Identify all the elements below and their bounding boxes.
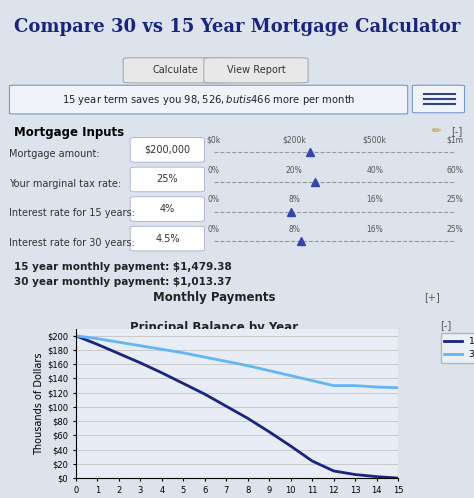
Text: Compare 30 vs 15 Year Mortgage Calculator: Compare 30 vs 15 Year Mortgage Calculato… (14, 18, 460, 36)
15 Year (159, 370, 164, 376)
FancyBboxPatch shape (123, 58, 228, 83)
Y-axis label: Thousands of Dollars: Thousands of Dollars (34, 352, 44, 455)
Text: 15 year monthly payment: $1,479.38: 15 year monthly payment: $1,479.38 (14, 262, 232, 272)
30 Year (223, 359, 229, 365)
FancyBboxPatch shape (130, 226, 204, 251)
Text: 4%: 4% (160, 204, 175, 214)
Text: Mortgage amount:: Mortgage amount: (9, 149, 100, 159)
30 Year (395, 385, 401, 391)
Text: Principal Balance by Year: Principal Balance by Year (130, 321, 298, 334)
15 Year (116, 351, 122, 357)
Text: Your marginal tax rate:: Your marginal tax rate: (9, 179, 121, 189)
Text: 16%: 16% (366, 195, 383, 204)
30 Year (245, 363, 251, 369)
Text: 8%: 8% (288, 225, 300, 234)
Text: Interest rate for 15 years:: Interest rate for 15 years: (9, 208, 135, 218)
Text: 25%: 25% (156, 174, 178, 184)
15 Year (73, 333, 79, 339)
30 Year (310, 377, 315, 383)
Text: 20%: 20% (286, 165, 303, 174)
Text: $200,000: $200,000 (144, 145, 191, 155)
15 Year (245, 415, 251, 421)
Text: ✏: ✏ (432, 126, 441, 136)
Text: 8%: 8% (288, 195, 300, 204)
Text: 25%: 25% (447, 225, 464, 234)
Text: Interest rate for 30 years:: Interest rate for 30 years: (9, 238, 135, 248)
Text: 16%: 16% (366, 225, 383, 234)
30 Year (73, 333, 79, 339)
30 Year (266, 368, 272, 374)
Text: View Report: View Report (227, 65, 285, 75)
Legend: 15 Year, 30 Year: 15 Year, 30 Year (441, 333, 474, 363)
30 Year (94, 336, 100, 342)
Text: $0k: $0k (207, 136, 221, 145)
15 Year (181, 380, 186, 386)
30 Year (181, 350, 186, 356)
30 Year (352, 382, 358, 388)
15 Year (223, 403, 229, 409)
Text: 0%: 0% (208, 165, 220, 174)
FancyBboxPatch shape (9, 85, 408, 114)
FancyBboxPatch shape (204, 58, 308, 83)
15 Year (202, 391, 208, 397)
30 Year (159, 346, 164, 352)
FancyBboxPatch shape (412, 85, 465, 113)
Text: 0%: 0% (208, 195, 220, 204)
30 Year (202, 354, 208, 360)
15 Year (395, 475, 401, 481)
30 Year (288, 373, 293, 378)
Text: [-]: [-] (451, 126, 462, 136)
15 Year (331, 468, 337, 474)
Text: 15 year term saves you $98,526, but is $466 more per month: 15 year term saves you $98,526, but is $… (62, 93, 356, 107)
30 Year (137, 343, 143, 349)
15 Year (288, 443, 293, 449)
15 Year (137, 360, 143, 366)
Text: $1m: $1m (447, 136, 464, 145)
Text: [+]: [+] (424, 292, 440, 303)
Text: $200k: $200k (283, 136, 306, 145)
30 Year (331, 382, 337, 388)
Text: Mortgage Inputs: Mortgage Inputs (14, 126, 124, 139)
15 Year (310, 458, 315, 464)
Text: [-]: [-] (440, 321, 452, 331)
30 Year (374, 384, 380, 390)
Text: 4.5%: 4.5% (155, 234, 180, 244)
Text: $500k: $500k (363, 136, 387, 145)
Text: 25%: 25% (447, 195, 464, 204)
15 Year (352, 472, 358, 478)
15 Year (266, 429, 272, 435)
Text: Calculate: Calculate (153, 65, 198, 75)
15 Year (94, 341, 100, 347)
Text: Monthly Payments: Monthly Payments (153, 291, 275, 304)
Line: 30 Year: 30 Year (76, 336, 398, 388)
Text: 60%: 60% (447, 165, 464, 174)
FancyBboxPatch shape (130, 167, 204, 192)
Line: 15 Year: 15 Year (76, 336, 398, 478)
Text: 0%: 0% (208, 225, 220, 234)
Text: 30 year monthly payment: $1,013.37: 30 year monthly payment: $1,013.37 (14, 277, 232, 287)
30 Year (116, 339, 122, 345)
Text: 40%: 40% (366, 165, 383, 174)
15 Year (374, 474, 380, 480)
FancyBboxPatch shape (130, 137, 204, 162)
FancyBboxPatch shape (130, 197, 204, 221)
